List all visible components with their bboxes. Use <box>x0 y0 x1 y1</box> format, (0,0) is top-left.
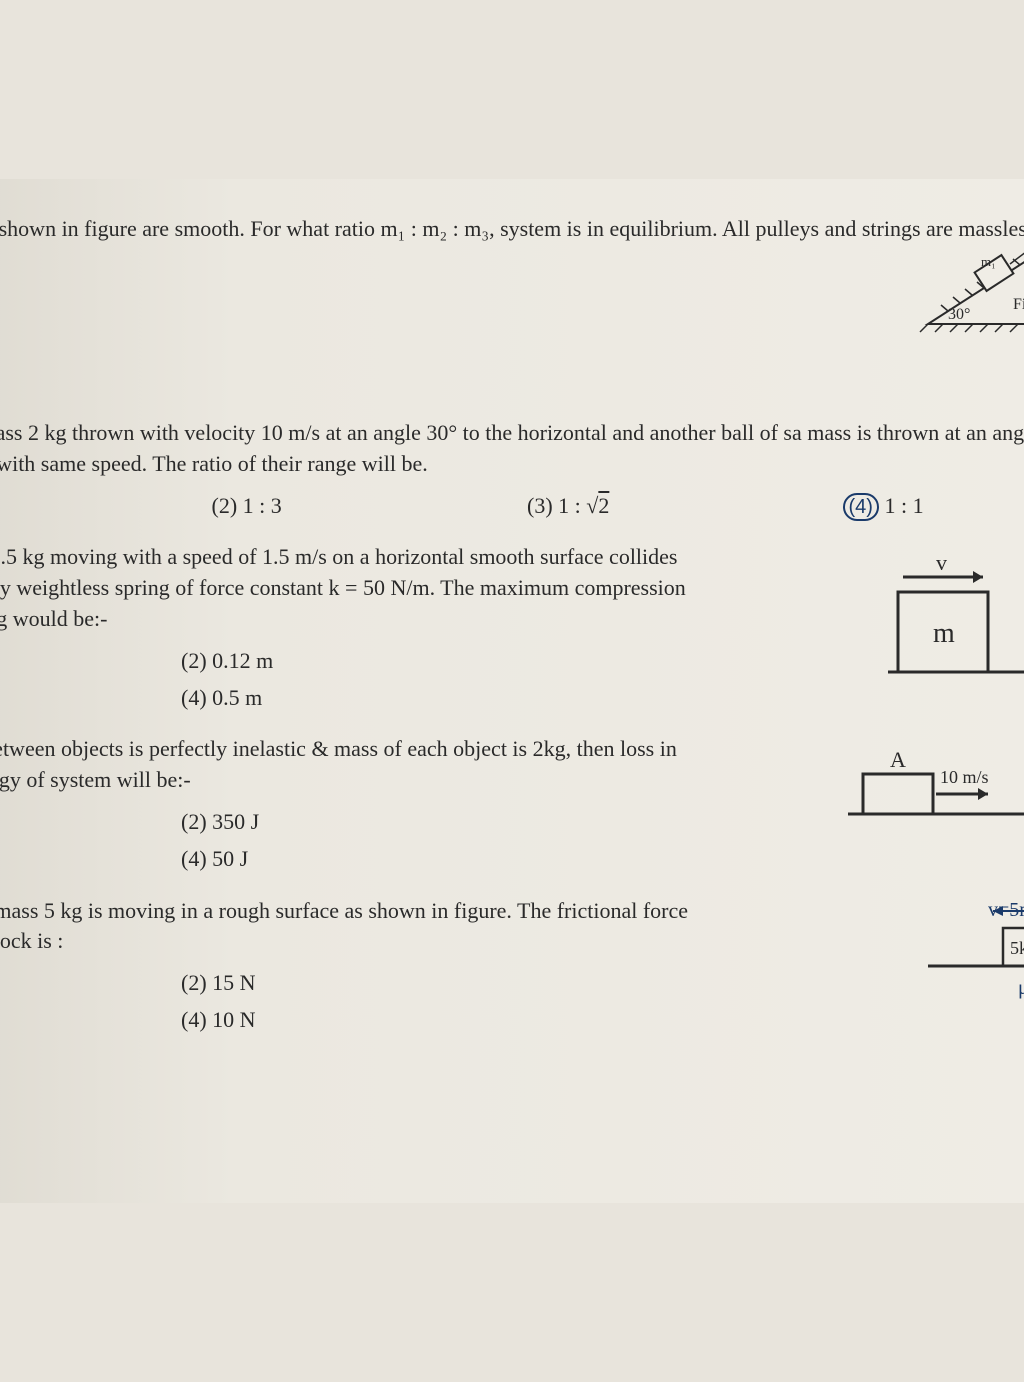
q9-opt-4: (4) 1 : 1 <box>843 488 1024 525</box>
question-10-text: A mass of 0.5 kg moving with a speed of … <box>0 542 686 634</box>
q8-options: (1) 1 : 2 : 1 (2) 2 : 2 : 1 (3) 2 : 1 : … <box>0 253 366 400</box>
q12-opt-1: (1) 12 N <box>0 965 181 1002</box>
q12-mu: μ = 0.3 <box>1018 977 1024 999</box>
q11-opt-1: (1) 325 J <box>0 804 181 841</box>
q9-opt-3: (3) 1 : √2 <box>527 488 843 525</box>
q11-opt-4: (4) 50 J <box>181 841 466 878</box>
q11-opt-2: (2) 350 J <box>181 804 466 841</box>
q9-opt-1: (1) 1 : √3 <box>0 488 212 525</box>
q8-opt-2: (2) 2 : 2 : 1 <box>0 290 366 327</box>
q10-opt-4: (4) 0.5 m <box>181 680 466 717</box>
q11-v1: 10 m/s <box>940 767 989 787</box>
question-8-text: All surface shown in figure are smooth. … <box>0 214 1024 245</box>
question-9: 9. A ball of mass 2 kg thrown with veloc… <box>0 418 1024 524</box>
q8-opt-3: (3) 2 : 1 : 2 <box>0 326 366 363</box>
q12-opt-4: (4) 10 N <box>181 1002 466 1039</box>
q8-opt-1: (1) 1 : 2 : 1 <box>0 253 366 290</box>
question-12: A block of mass 5 kg is moving in a roug… <box>0 896 1024 1039</box>
q12-options: (1) 12 N (2) 15 N (3) 18 N (4) 10 N <box>0 965 466 1039</box>
q8-fix: Fix <box>1013 296 1024 313</box>
q12-diagram: v=5m/s 5kg F μ = 0.3 <box>908 896 1024 1011</box>
q8-angle: 30° <box>948 306 970 323</box>
question-11: Collision between objects is perfectly i… <box>0 734 1024 877</box>
q11-A-label: A <box>890 747 906 772</box>
q8-diagram: 30° Fix m₁ m₂ m₃ <box>918 204 1024 354</box>
question-8: All surface shown in figure are smooth. … <box>0 214 1024 400</box>
q9-opt-2: (2) 1 : 3 <box>212 488 528 525</box>
q9-options: (1) 1 : √3 (2) 1 : 3 (3) 1 : √2 (4) 1 : … <box>0 488 1024 525</box>
svg-text:m₁: m₁ <box>981 254 996 269</box>
q11-diagram: A 10 m/s 20 m/s <box>848 739 1024 829</box>
question-11-text: Collision between objects is perfectly i… <box>0 734 736 796</box>
question-10: A mass of 0.5 kg moving with a speed of … <box>0 542 1024 716</box>
q10-v-label: v <box>936 552 947 575</box>
q11-opt-3: (3) 450 J <box>0 841 181 878</box>
q10-opt-3: (3) 1.5 m <box>0 680 181 717</box>
q10-diagram: m v v <box>888 552 1024 692</box>
q10-options: (1) 0.15 m (2) 0.12 m (3) 1.5 m (4) 0.5 … <box>0 643 466 717</box>
question-9-text: A ball of mass 2 kg thrown with velocity… <box>0 418 1024 480</box>
question-12-text: A block of mass 5 kg is moving in a roug… <box>0 896 736 958</box>
q11-options: (1) 325 J (2) 350 J (3) 450 J (4) 50 J <box>0 804 466 878</box>
q12-opt-2: (2) 15 N <box>181 965 466 1002</box>
q8-opt-4: (4) 1 : 2 : 2 <box>0 363 366 400</box>
q10-m-label: m <box>933 618 955 649</box>
q10-opt-2: (2) 0.12 m <box>181 643 466 680</box>
q12-mass: 5kg <box>1010 938 1024 958</box>
q10-opt-1: (1) 0.15 m <box>0 643 181 680</box>
q12-opt-3: (3) 18 N <box>0 1002 181 1039</box>
